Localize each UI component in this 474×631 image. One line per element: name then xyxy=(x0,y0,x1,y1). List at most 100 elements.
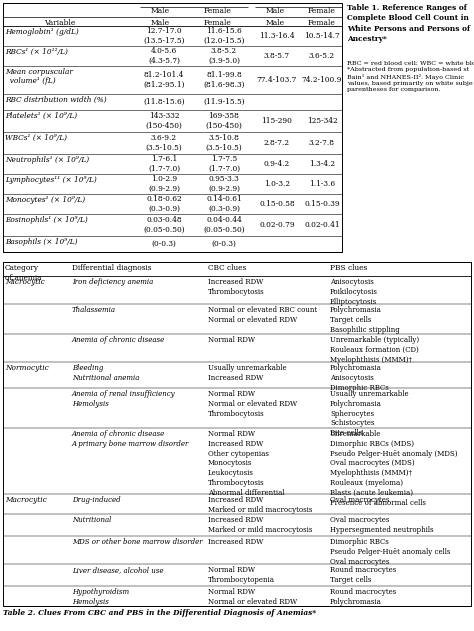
Text: Normal RDW
Normal or elevated RDW
Thrombocytosis: Normal RDW Normal or elevated RDW Thromb… xyxy=(208,390,297,418)
Text: Anisocytosis
Poikilocytosis
Elliptocytosis: Anisocytosis Poikilocytosis Elliptocytos… xyxy=(330,278,378,305)
Text: Oval macrocytes: Oval macrocytes xyxy=(330,496,389,504)
Text: 77.4-103.7: 77.4-103.7 xyxy=(257,76,297,84)
Text: RBC distribution width (%): RBC distribution width (%) xyxy=(5,96,107,104)
Text: Normal RDW: Normal RDW xyxy=(208,336,255,344)
Text: RBCs¹ (× 10¹²/L): RBCs¹ (× 10¹²/L) xyxy=(5,48,68,56)
Text: Drug-induced: Drug-induced xyxy=(72,496,120,504)
Bar xyxy=(3,262,471,606)
Text: 3.2-7.8: 3.2-7.8 xyxy=(309,139,335,147)
Text: Oval macrocytes
Hypersegmented neutrophils: Oval macrocytes Hypersegmented neutrophi… xyxy=(330,516,434,534)
Text: 0.15-0.39: 0.15-0.39 xyxy=(304,200,340,208)
Text: Female: Female xyxy=(308,19,336,27)
Text: Unremarkable (typically)
Rouleaux formation (CD)
Myelophthisis (MMM)†: Unremarkable (typically) Rouleaux format… xyxy=(330,336,419,363)
Text: Anemia of chronic disease
A primary bone marrow disorder: Anemia of chronic disease A primary bone… xyxy=(72,430,190,448)
Text: 3.6-9.2
(3.5-10.5): 3.6-9.2 (3.5-10.5) xyxy=(146,134,182,151)
Text: Usually unremarkable
Increased RDW: Usually unremarkable Increased RDW xyxy=(208,364,287,382)
Text: 3.8-5.7: 3.8-5.7 xyxy=(264,52,290,60)
Text: Table 2. Clues From CBC and PBS in the Differential Diagnosis of Anemias*: Table 2. Clues From CBC and PBS in the D… xyxy=(3,609,316,617)
Text: 12.7-17.0
(13.5-17.5): 12.7-17.0 (13.5-17.5) xyxy=(143,27,185,45)
Text: Dimorphic RBCs
Pseudo Pelger-Huët anomaly cells
Oval macrocytes: Dimorphic RBCs Pseudo Pelger-Huët anomal… xyxy=(330,538,450,565)
Text: 11.3-16.4: 11.3-16.4 xyxy=(259,32,295,40)
Text: Normal RDW
Increased RDW
Other cytopenias
Monocytosis
Leukocytosis
Thrombocytosi: Normal RDW Increased RDW Other cytopenia… xyxy=(208,430,284,497)
Text: 81.1-99.8
(81.6-98.3): 81.1-99.8 (81.6-98.3) xyxy=(203,71,245,88)
Text: Normocytic: Normocytic xyxy=(5,364,49,372)
Text: Increased RDW
Thrombocytosis: Increased RDW Thrombocytosis xyxy=(208,278,264,296)
Text: Normal RDW
Thrombocytopenia: Normal RDW Thrombocytopenia xyxy=(208,566,275,584)
Text: 1.7-6.1
(1.7-7.0): 1.7-6.1 (1.7-7.0) xyxy=(148,155,180,173)
Text: 1.0-2.9
(0.9-2.9): 1.0-2.9 (0.9-2.9) xyxy=(148,175,180,192)
Text: Unremarkable
Dimorphic RBCs (MDS)
Pseudo Pelger-Huët anomaly (MDS)
Oval macrocyt: Unremarkable Dimorphic RBCs (MDS) Pseudo… xyxy=(330,430,457,507)
Text: 10.5-14.7: 10.5-14.7 xyxy=(304,32,340,40)
Bar xyxy=(3,3,342,252)
Text: Neutrophils¹ (× 10⁹/L): Neutrophils¹ (× 10⁹/L) xyxy=(5,156,89,164)
Text: 115-290: 115-290 xyxy=(262,117,292,125)
Text: Mean corpuscular
  volume¹ (fL): Mean corpuscular volume¹ (fL) xyxy=(5,68,73,85)
Text: Female: Female xyxy=(308,7,336,15)
Text: Anemia of renal insufficiency
Hemolysis: Anemia of renal insufficiency Hemolysis xyxy=(72,390,176,408)
Text: Male: Male xyxy=(265,19,284,27)
Text: Category
of anemia: Category of anemia xyxy=(5,264,42,282)
Text: (11.9-15.5): (11.9-15.5) xyxy=(203,98,245,106)
Text: Normal RDW
Normal or elevated RDW: Normal RDW Normal or elevated RDW xyxy=(208,588,297,606)
Text: Hemoglobin¹ (g/dL): Hemoglobin¹ (g/dL) xyxy=(5,28,79,36)
Text: 3.8-5.2
(3.9-5.0): 3.8-5.2 (3.9-5.0) xyxy=(208,47,240,64)
Text: 1.1-3.6: 1.1-3.6 xyxy=(309,180,335,188)
Text: 0.02-0.41: 0.02-0.41 xyxy=(304,221,340,229)
Text: 0.15-0.58: 0.15-0.58 xyxy=(259,200,295,208)
Text: 0.95-3.3
(0.9-2.9): 0.95-3.3 (0.9-2.9) xyxy=(208,175,240,192)
Text: 0.14-0.61
(0.3-0.9): 0.14-0.61 (0.3-0.9) xyxy=(206,196,242,213)
Text: Female: Female xyxy=(204,19,232,27)
Text: Increased RDW
Marked or mild macrocytosis: Increased RDW Marked or mild macrocytosi… xyxy=(208,496,312,514)
Text: 1.7-7.5
(1.7-7.0): 1.7-7.5 (1.7-7.0) xyxy=(208,155,240,173)
Text: PBS clues: PBS clues xyxy=(330,264,367,272)
Text: 81.2-101.4
(81.2-95.1): 81.2-101.4 (81.2-95.1) xyxy=(143,71,185,88)
Text: Nutritional: Nutritional xyxy=(72,516,111,524)
Text: Polychromasia
Anisocytosis
Dimorphic RBCs: Polychromasia Anisocytosis Dimorphic RBC… xyxy=(330,364,389,392)
Text: Round macrocytes
Polychromasia: Round macrocytes Polychromasia xyxy=(330,588,396,606)
Text: Male: Male xyxy=(265,7,284,15)
Text: 11.6-15.6
(12.0-15.5): 11.6-15.6 (12.0-15.5) xyxy=(203,27,245,45)
Text: Lymphocytes¹¹ (× 10⁹/L): Lymphocytes¹¹ (× 10⁹/L) xyxy=(5,176,97,184)
Text: 0.04-0.44
(0.05-0.50): 0.04-0.44 (0.05-0.50) xyxy=(203,216,245,233)
Text: 0.02-0.79: 0.02-0.79 xyxy=(259,221,295,229)
Text: 1.0-3.2: 1.0-3.2 xyxy=(264,180,290,188)
Text: Microcytic: Microcytic xyxy=(5,278,45,286)
Text: Female: Female xyxy=(204,7,232,15)
Text: 143-332
(150-450): 143-332 (150-450) xyxy=(146,112,182,129)
Text: WBCs¹ (× 10⁹/L): WBCs¹ (× 10⁹/L) xyxy=(5,134,67,142)
Text: Iron deficiency anemia: Iron deficiency anemia xyxy=(72,278,153,286)
Text: 3.5-10.8
(3.5-10.5): 3.5-10.8 (3.5-10.5) xyxy=(206,134,242,151)
Text: 3.6-5.2: 3.6-5.2 xyxy=(309,52,335,60)
Text: Differential diagnosis: Differential diagnosis xyxy=(72,264,152,272)
Text: MDS or other bone marrow disorder: MDS or other bone marrow disorder xyxy=(72,538,202,546)
Text: Increased RDW
Marked or mild macrocytosis: Increased RDW Marked or mild macrocytosi… xyxy=(208,516,312,534)
Text: Hypothyroidism
Hemolysis: Hypothyroidism Hemolysis xyxy=(72,588,129,606)
Text: 4.0-5.6
(4.3-5.7): 4.0-5.6 (4.3-5.7) xyxy=(148,47,180,64)
Text: Thalassemia: Thalassemia xyxy=(72,306,116,314)
Text: Male: Male xyxy=(150,19,170,27)
Text: 169-358
(150-450): 169-358 (150-450) xyxy=(206,112,242,129)
Text: 1.3-4.2: 1.3-4.2 xyxy=(309,160,335,168)
Text: CBC clues: CBC clues xyxy=(208,264,246,272)
Text: 74.2-100.9: 74.2-100.9 xyxy=(302,76,342,84)
Text: Usually unremarkable
Polychromasia
Spherocytes
Schistocytes
Bite cells: Usually unremarkable Polychromasia Spher… xyxy=(330,390,409,437)
Text: Table 1. Reference Ranges of
Complete Blood Cell Count in
White Persons and Pers: Table 1. Reference Ranges of Complete Bl… xyxy=(347,4,470,43)
Text: Variable: Variable xyxy=(44,19,76,27)
Text: (11.8-15.6): (11.8-15.6) xyxy=(143,98,185,106)
Text: Liver disease, alcohol use: Liver disease, alcohol use xyxy=(72,566,164,574)
Text: Eosinophils¹ (× 10⁹/L): Eosinophils¹ (× 10⁹/L) xyxy=(5,216,88,224)
Text: Round macrocytes
Target cells: Round macrocytes Target cells xyxy=(330,566,396,584)
Text: Monocytes¹ (× 10⁹/L): Monocytes¹ (× 10⁹/L) xyxy=(5,196,85,204)
Text: 0.9-4.2: 0.9-4.2 xyxy=(264,160,290,168)
Text: Basophils (× 10⁹/L): Basophils (× 10⁹/L) xyxy=(5,238,78,246)
Text: Normal or elevated RBC count
Normal or elevated RDW: Normal or elevated RBC count Normal or e… xyxy=(208,306,317,324)
Text: Bleeding
Nutritional anemia: Bleeding Nutritional anemia xyxy=(72,364,139,382)
Text: Male: Male xyxy=(150,7,170,15)
Text: Polychromasia
Target cells
Basophilic stippling: Polychromasia Target cells Basophilic st… xyxy=(330,306,400,334)
Text: 0.18-0.62
(0.3-0.9): 0.18-0.62 (0.3-0.9) xyxy=(146,196,182,213)
Text: Platelets¹ (× 10⁹/L): Platelets¹ (× 10⁹/L) xyxy=(5,112,77,120)
Text: 0.03-0.48
(0.05-0.50): 0.03-0.48 (0.05-0.50) xyxy=(143,216,185,233)
Text: (0-0.3): (0-0.3) xyxy=(211,240,237,248)
Text: Anemia of chronic disease: Anemia of chronic disease xyxy=(72,336,165,344)
Text: Increased RDW: Increased RDW xyxy=(208,538,264,546)
